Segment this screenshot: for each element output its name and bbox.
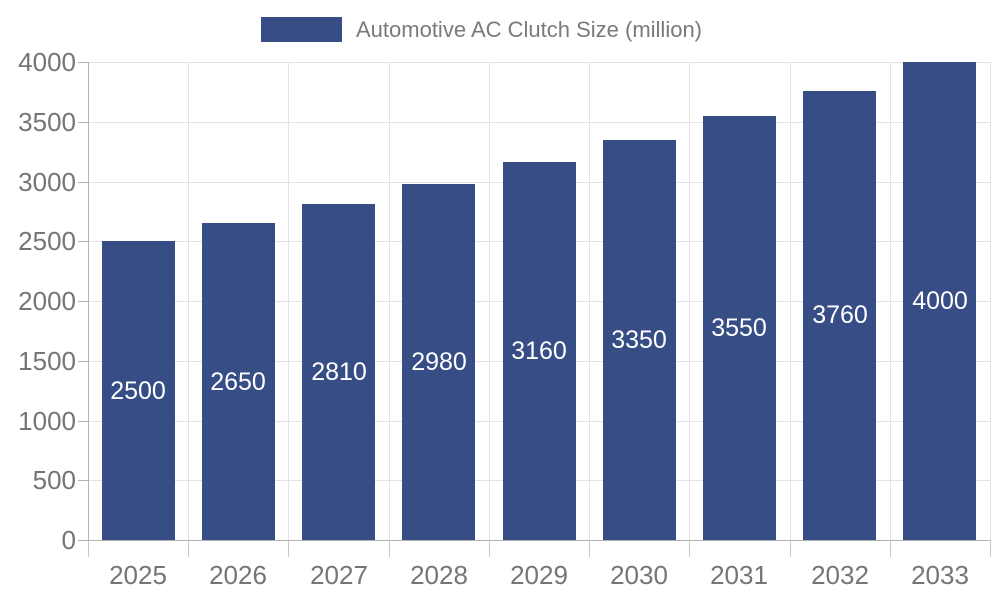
x-tick-0 [88,540,89,557]
bar-value-label-2032: 3760 [812,301,868,329]
y-tick-3000 [78,182,88,183]
y-axis-label-1000: 1000 [18,406,76,436]
bar-2029 [503,162,576,540]
x-tick-1 [188,540,189,557]
bar-2033 [903,62,976,540]
bar-value-label-2028: 2980 [411,348,467,376]
bar-2027 [302,204,375,540]
legend-item[interactable]: Automotive AC Clutch Size (million) [261,17,702,42]
x-axis-label-2028: 2028 [410,560,468,590]
x-tick-8 [890,540,891,557]
x-axis-line [88,540,991,541]
gridline-x-7 [790,62,791,540]
y-tick-2000 [78,301,88,302]
y-tick-3500 [78,122,88,123]
bar-value-label-2030: 3350 [611,326,667,354]
bar-value-label-2031: 3550 [711,314,767,342]
y-tick-0 [78,540,88,541]
x-axis-label-2033: 2033 [911,560,969,590]
y-axis-label-2500: 2500 [18,226,76,256]
y-tick-500 [78,480,88,481]
bar-value-label-2029: 3160 [511,337,567,365]
y-axis-label-2000: 2000 [18,286,76,316]
gridline-x-6 [689,62,690,540]
gridline-x-8 [890,62,891,540]
bar-value-label-2033: 4000 [912,287,968,315]
y-axis-line [88,62,89,541]
y-axis-label-1500: 1500 [18,346,76,376]
y-axis-label-500: 500 [32,465,76,495]
x-tick-9 [990,540,991,557]
x-tick-6 [689,540,690,557]
bar-2026 [202,223,275,540]
y-tick-4000 [78,62,88,63]
y-axis-label-3000: 3000 [18,167,76,197]
x-axis-label-2026: 2026 [209,560,267,590]
y-tick-1000 [78,421,88,422]
x-axis-label-2030: 2030 [610,560,668,590]
gridline-x-9 [990,62,991,540]
bar-2025 [102,241,175,540]
bar-2028 [402,184,475,540]
bar-2031 [703,116,776,540]
bar-2030 [603,140,676,540]
gridline-y-4000 [88,62,990,63]
bar-value-label-2025: 2500 [110,377,166,405]
x-tick-7 [790,540,791,557]
legend-swatch [261,17,342,42]
x-axis-label-2032: 2032 [811,560,869,590]
y-axis-label-4000: 4000 [18,47,76,77]
bar-2032 [803,91,876,540]
x-tick-2 [288,540,289,557]
gridline-x-4 [489,62,490,540]
y-axis-label-3500: 3500 [18,107,76,137]
legend-label: Automotive AC Clutch Size (million) [356,17,703,42]
x-axis-label-2027: 2027 [310,560,368,590]
x-tick-3 [389,540,390,557]
bar-value-label-2026: 2650 [210,368,266,396]
gridline-x-5 [589,62,590,540]
x-axis-label-2029: 2029 [510,560,568,590]
gridline-y-3500 [88,122,990,123]
x-tick-5 [589,540,590,557]
y-tick-2500 [78,241,88,242]
x-axis-label-2031: 2031 [710,560,768,590]
gridline-x-2 [288,62,289,540]
gridline-x-1 [188,62,189,540]
y-tick-1500 [78,361,88,362]
bar-value-label-2027: 2810 [311,358,367,386]
x-tick-4 [489,540,490,557]
gridline-x-3 [389,62,390,540]
x-axis-label-2025: 2025 [109,560,167,590]
y-axis-label-0: 0 [61,525,76,555]
